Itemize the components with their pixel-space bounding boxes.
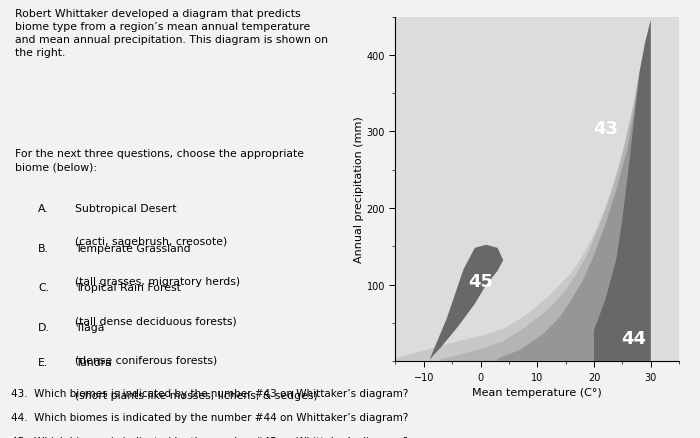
Polygon shape	[430, 245, 503, 360]
Text: 43: 43	[593, 119, 618, 137]
Polygon shape	[441, 21, 651, 361]
Text: 45.  Which biomes is indicated by the number #45 on Whittaker’s diagram?: 45. Which biomes is indicated by the num…	[11, 436, 408, 438]
Text: Temperate Grassland: Temperate Grassland	[75, 243, 190, 253]
Text: A.: A.	[38, 204, 49, 214]
Text: For the next three questions, choose the appropriate
biome (below):: For the next three questions, choose the…	[15, 149, 304, 172]
Text: 43.  Which biomes is indicated by the number #43 on Whittaker’s diagram?: 43. Which biomes is indicated by the num…	[11, 388, 408, 398]
Text: E.: E.	[38, 357, 48, 367]
Text: D.: D.	[38, 322, 50, 332]
Polygon shape	[594, 21, 651, 361]
Y-axis label: Annual precipitation (mm): Annual precipitation (mm)	[354, 116, 364, 263]
Text: 44: 44	[621, 329, 646, 347]
Text: Subtropical Desert: Subtropical Desert	[75, 204, 176, 214]
Text: Tundra: Tundra	[75, 357, 112, 367]
Polygon shape	[395, 21, 651, 361]
Text: (tall dense deciduous forests): (tall dense deciduous forests)	[75, 315, 237, 325]
Text: (cacti, sagebrush, creosote): (cacti, sagebrush, creosote)	[75, 237, 228, 247]
Text: C.: C.	[38, 283, 49, 293]
Text: (tall grasses, migratory herds): (tall grasses, migratory herds)	[75, 276, 240, 286]
Text: 44.  Which biomes is indicated by the number #44 on Whittaker’s diagram?: 44. Which biomes is indicated by the num…	[11, 412, 408, 422]
Text: Robert Whittaker developed a diagram that predicts
biome type from a region’s me: Robert Whittaker developed a diagram tha…	[15, 9, 328, 58]
Text: Tiaga: Tiaga	[75, 322, 104, 332]
Text: Tropical Rain Forest: Tropical Rain Forest	[75, 283, 181, 293]
Polygon shape	[498, 21, 651, 361]
Text: B.: B.	[38, 243, 49, 253]
X-axis label: Mean temperature (C°): Mean temperature (C°)	[473, 387, 602, 397]
Text: 45: 45	[468, 272, 493, 290]
Text: (dense coniferous forests): (dense coniferous forests)	[75, 355, 217, 365]
Text: (short plants like mosses, lichens, & sedges): (short plants like mosses, lichens, & se…	[75, 390, 318, 400]
